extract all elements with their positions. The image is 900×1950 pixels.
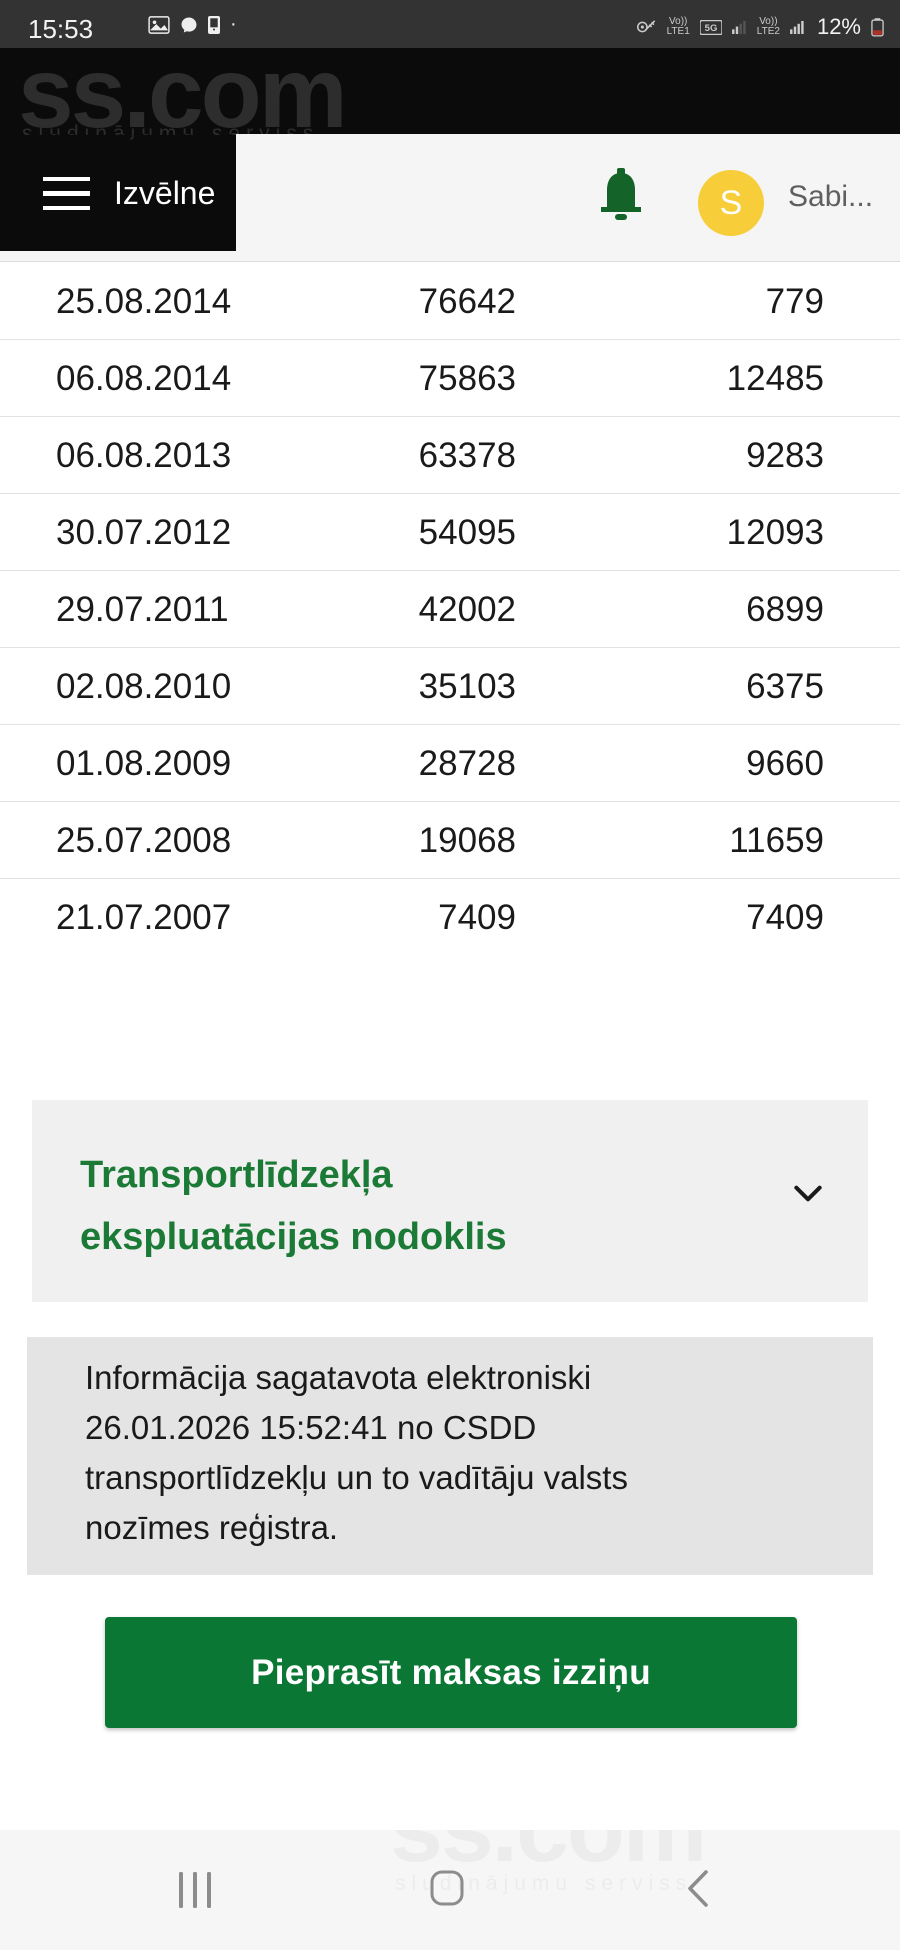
svg-text:5G: 5G (704, 23, 717, 34)
